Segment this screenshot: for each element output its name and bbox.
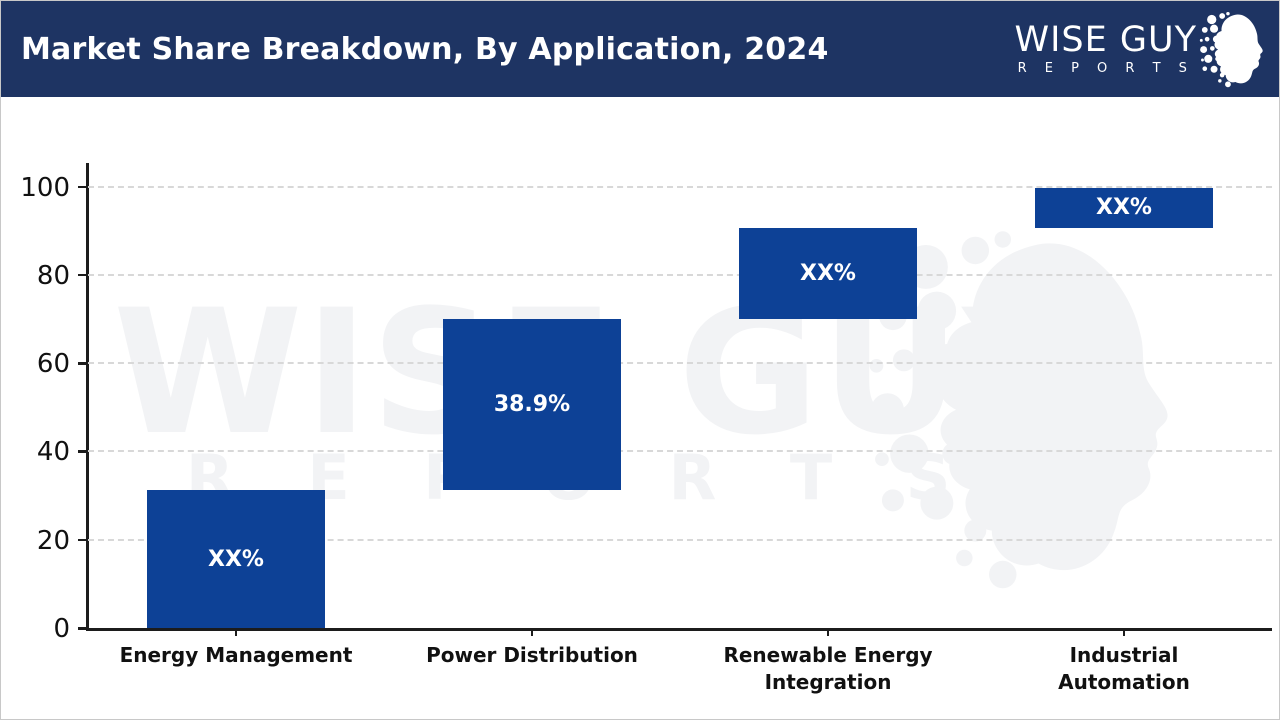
logo-text: WISE GUY R E P O R T S bbox=[1014, 19, 1197, 76]
chart-area: WISE GUY R E P O R T S 020406080100XX%En… bbox=[1, 97, 1279, 719]
gridline bbox=[88, 362, 1272, 365]
header-banner: Market Share Breakdown, By Application, … bbox=[1, 1, 1279, 97]
bar-segment: XX% bbox=[147, 490, 325, 628]
category-label: Energy Management bbox=[119, 643, 353, 667]
logo-head-icon bbox=[1199, 11, 1263, 88]
y-tick-mark bbox=[78, 538, 87, 542]
bar-segment: XX% bbox=[1035, 187, 1213, 228]
y-tick-label: 40 bbox=[36, 437, 70, 468]
bar-value-label: XX% bbox=[800, 260, 856, 286]
x-tick-mark bbox=[1122, 628, 1126, 636]
x-tick-mark bbox=[234, 628, 238, 636]
category-label: Renewable Energy Integration bbox=[723, 643, 933, 694]
category-label: Power Distribution bbox=[426, 643, 638, 667]
y-tick-label: 80 bbox=[36, 260, 70, 291]
y-tick-mark bbox=[78, 185, 87, 189]
bar-segment: 38.9% bbox=[443, 318, 621, 491]
gridline bbox=[88, 538, 1272, 541]
y-tick-label: 0 bbox=[53, 614, 70, 644]
gridline bbox=[88, 273, 1272, 276]
y-tick-mark bbox=[78, 450, 87, 453]
x-tick-mark bbox=[826, 628, 830, 636]
plot-area: 0 20 40 60 80 100 XX% Energy Management 38.9% Pow… bbox=[20, 163, 1272, 694]
chart-title: Market Share Breakdown, By Application, … bbox=[21, 31, 829, 67]
y-tick-mark bbox=[78, 273, 87, 277]
y-axis-line bbox=[86, 163, 89, 628]
y-tick-label: 60 bbox=[36, 349, 70, 380]
logo-wordmark: WISE GUY bbox=[1014, 19, 1197, 60]
y-tick-mark bbox=[78, 627, 87, 630]
gridline bbox=[88, 185, 1272, 188]
gridline bbox=[88, 450, 1272, 453]
logo-subtitle: R E P O R T S bbox=[1017, 60, 1194, 76]
y-tick-label: 100 bbox=[20, 172, 70, 203]
category-label: Industrial Automation bbox=[1058, 643, 1190, 694]
y-tick-label: 20 bbox=[36, 525, 70, 556]
x-tick-mark bbox=[530, 628, 534, 636]
bar-value-label: 38.9% bbox=[493, 391, 571, 417]
y-tick-mark bbox=[78, 362, 87, 365]
x-axis-line bbox=[86, 628, 1272, 631]
wise-guy-reports-logo: WISE GUY R E P O R T S bbox=[1014, 9, 1265, 89]
bar-value-label: XX% bbox=[1096, 195, 1152, 221]
bar-segment: XX% bbox=[739, 227, 917, 319]
bar-value-label: XX% bbox=[208, 546, 264, 572]
